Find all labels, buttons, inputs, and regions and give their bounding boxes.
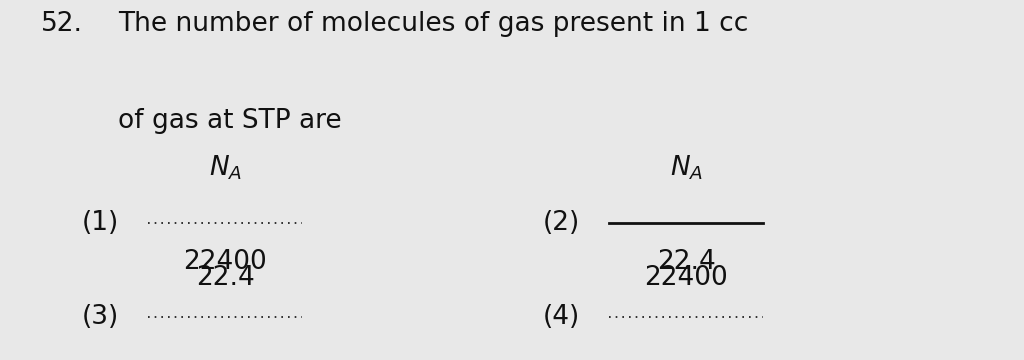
- Text: 22400: 22400: [183, 249, 267, 275]
- Text: (4): (4): [543, 304, 580, 330]
- Text: $N_A$: $N_A$: [670, 153, 702, 182]
- Text: 52.: 52.: [41, 11, 83, 37]
- Text: 22400: 22400: [644, 265, 728, 291]
- Text: (2): (2): [543, 210, 580, 236]
- Text: 22.4: 22.4: [196, 265, 255, 291]
- Text: of gas at STP are: of gas at STP are: [118, 108, 341, 134]
- Text: The number of molecules of gas present in 1 cc: The number of molecules of gas present i…: [118, 11, 749, 37]
- Text: $N_A$: $N_A$: [670, 358, 702, 360]
- Text: (1): (1): [82, 210, 119, 236]
- Text: 22.4: 22.4: [656, 249, 716, 275]
- Text: $N_A$: $N_A$: [209, 358, 242, 360]
- Text: $N_A$: $N_A$: [209, 153, 242, 182]
- Text: (3): (3): [82, 304, 119, 330]
